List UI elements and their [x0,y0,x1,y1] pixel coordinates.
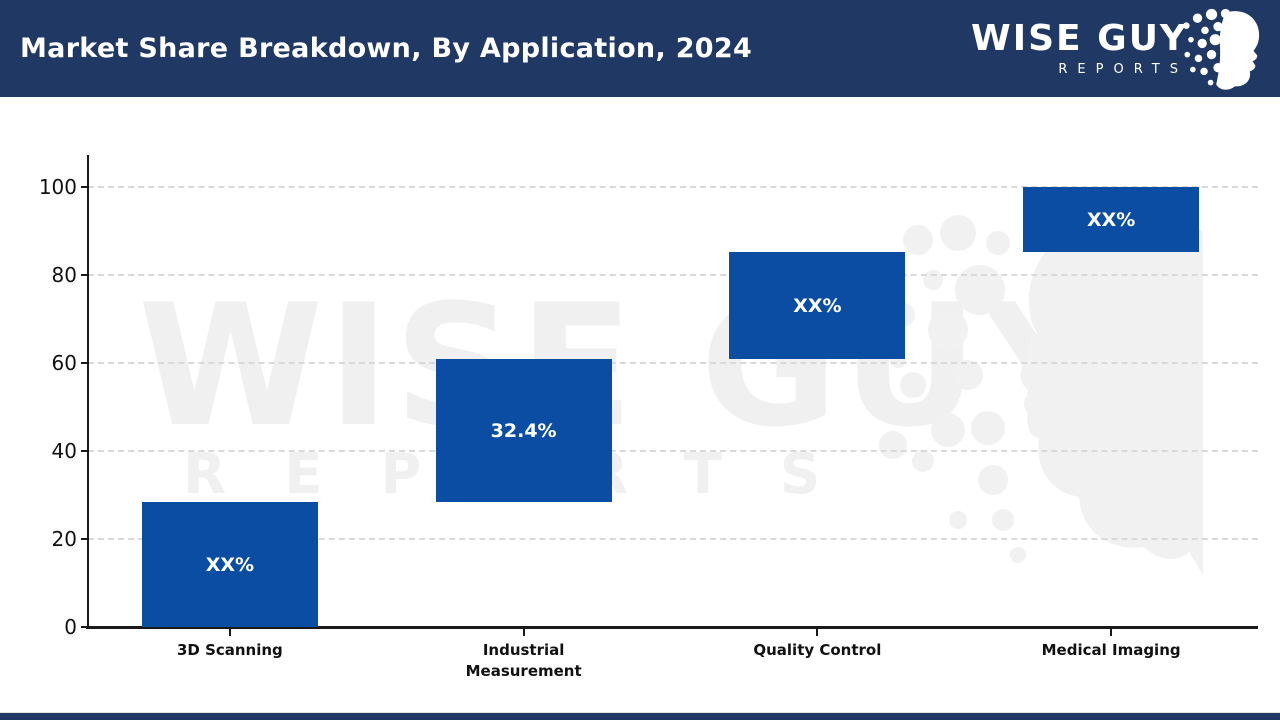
bar-value-label-2: XX% [793,294,842,317]
bar-3: XX% [1023,187,1200,253]
y-tick-label-60: 60 [51,351,77,375]
x-tick-label-0: 3D Scanning [176,641,283,659]
brand-name: WISE GUY [970,18,1188,59]
y-axis-line [87,155,89,629]
x-tick-3 [1110,629,1113,636]
gridline-100 [88,186,1258,188]
x-tick-label-1: Industrial Measurement [465,641,582,680]
footer-bar [0,712,1280,720]
bar-0: XX% [141,502,318,627]
brand-subname: REPORTS [1058,62,1188,77]
y-tick-40 [81,450,88,452]
y-tick-80 [81,274,88,276]
watermark-head-icon [859,215,1203,575]
x-tick-2 [816,629,819,636]
bar-value-label-0: XX% [205,553,255,576]
gridline-80 [88,274,1258,276]
x-tick-1 [522,629,525,636]
y-tick-label-20: 20 [51,527,77,551]
chart-title: Market Share Breakdown, By Application, … [20,33,753,64]
x-tick-label-3: Medical Imaging [1041,641,1181,659]
y-tick-label-0: 0 [64,615,77,639]
bar-1: 32.4% [435,359,612,503]
bar-2: XX% [729,252,906,360]
x-axis-line [86,626,1258,629]
brand-head-icon [1183,8,1260,90]
brand-logo-text: WISE GUY REPORTS [970,18,1188,77]
y-tick-60 [81,362,88,364]
y-tick-100 [81,186,88,188]
bar-value-label-3: XX% [1086,208,1136,231]
gridline-20 [88,538,1258,540]
x-tick-0 [228,629,231,636]
header-bar: Market Share Breakdown, By Application, … [0,0,1280,97]
x-tick-label-2: Quality Control [753,641,882,659]
bar-value-label-1: 32.4% [490,419,557,442]
brand-logo: WISE GUY REPORTS [971,7,1262,91]
gridline-40 [88,450,1258,452]
gridline-60 [88,362,1258,364]
y-tick-0 [81,626,88,628]
y-tick-label-40: 40 [51,439,77,463]
y-tick-label-80: 80 [51,263,77,287]
y-tick-20 [81,538,88,540]
y-tick-label-100: 100 [38,175,77,199]
